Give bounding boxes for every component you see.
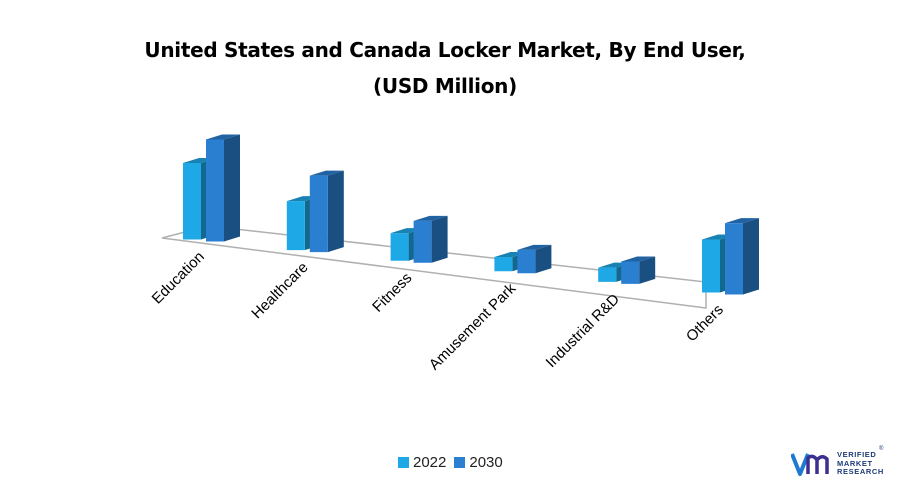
bar-side: [327, 170, 344, 253]
bar-front: [517, 249, 536, 274]
bar-side: [224, 134, 240, 242]
legend: 2022 2030: [398, 452, 511, 472]
category-label: Fitness: [369, 270, 415, 316]
vmr-logo-icon: [791, 453, 829, 476]
vmr-logo-registered-mark: ®: [879, 446, 884, 452]
bar-top: [621, 256, 656, 262]
bar-2030-others: [725, 218, 759, 295]
bar-front: [725, 223, 743, 295]
vmr-logo-line-2: MARKET: [837, 458, 873, 468]
vmr-logo-line-3: RESEARCH: [837, 467, 884, 476]
bar-front: [702, 239, 720, 293]
chart-title-line-1: United States and Canada Locker Market, …: [144, 38, 746, 62]
category-label: Industrial R&D: [543, 291, 624, 372]
bar-front: [286, 201, 305, 251]
category-label: Healthcare: [248, 259, 311, 322]
bar-2030-industrial-r-d: [621, 256, 656, 284]
bar-top: [517, 244, 552, 250]
bar-side: [535, 244, 552, 274]
legend-swatch: [398, 456, 409, 468]
bar-front: [598, 267, 617, 282]
bar-side: [743, 218, 759, 295]
bar-front: [309, 175, 328, 253]
bar-top: [206, 134, 240, 140]
bar-front: [206, 139, 224, 242]
bar-2030-healthcare: [309, 170, 344, 253]
bar-2030-education: [206, 134, 240, 242]
legend-label: 2022: [413, 453, 447, 471]
bars-group: [183, 134, 759, 295]
legend-item-2030: 2030: [454, 453, 503, 471]
bar-front: [494, 257, 513, 272]
chart-title: United States and Canada Locker Market, …: [0, 32, 890, 104]
category-label: Amusement Park: [426, 280, 520, 374]
bar-2030-fitness: [413, 215, 448, 263]
bar-front: [621, 261, 640, 284]
chart-title-line-2: (USD Million): [373, 74, 517, 98]
vmr-logo: VERIFIED MARKET RESEARCH ®: [791, 446, 901, 482]
bar-top: [413, 215, 448, 221]
bar-front: [183, 163, 201, 240]
legend-swatch: [454, 456, 466, 468]
legend-item-2022: 2022: [398, 454, 446, 471]
category-label: Education: [149, 248, 208, 307]
bar-side: [639, 256, 656, 284]
legend-label: 2030: [469, 453, 503, 471]
bar-front: [390, 233, 409, 261]
bar-top: [725, 218, 759, 224]
bar-2030-amusement-park: [517, 244, 552, 274]
bar-front: [413, 220, 432, 263]
vmr-logo-line-1: VERIFIED: [837, 450, 877, 459]
bar-top: [309, 170, 344, 176]
bar-side: [431, 215, 448, 263]
